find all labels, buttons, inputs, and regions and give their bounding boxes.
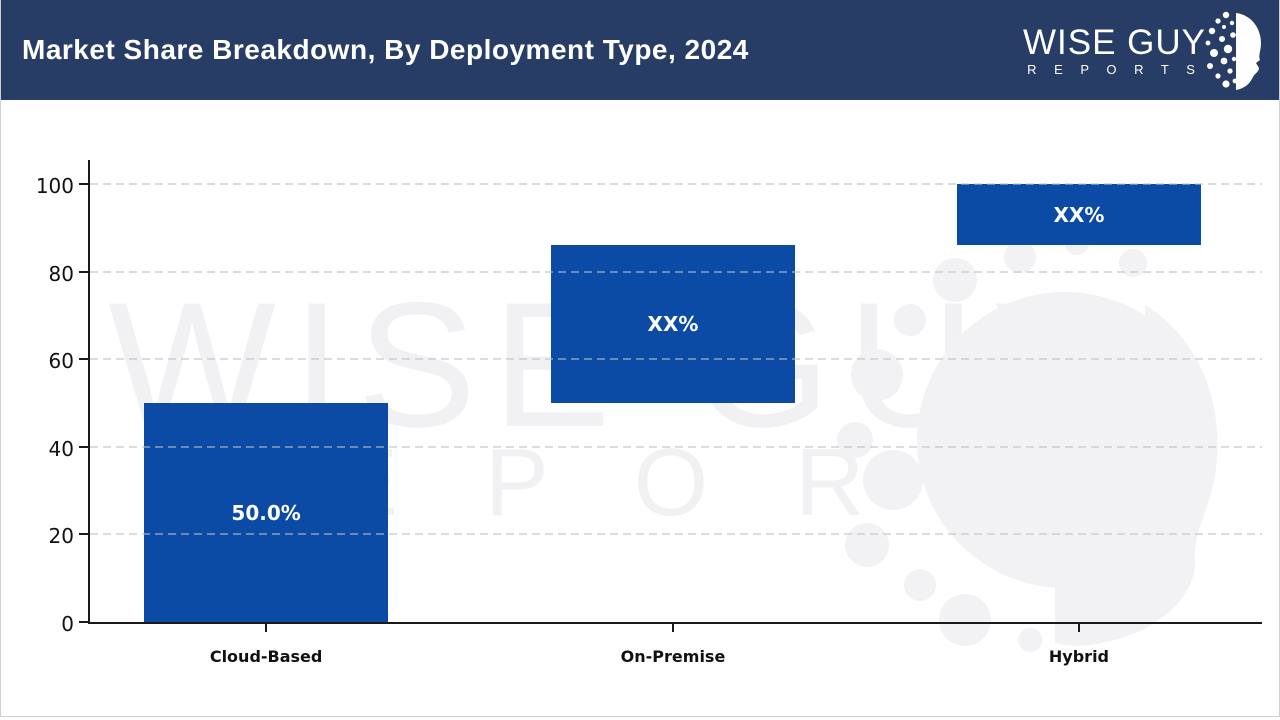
brand-subname: R E P O R T S <box>1027 62 1202 78</box>
logo-head-icon <box>1205 11 1261 90</box>
brand-logo: WISE GUY R E P O R T S <box>1023 8 1264 94</box>
gridline-80 <box>90 270 1262 273</box>
category-label-cloud-based: Cloud-Based <box>209 647 323 666</box>
category-label-hybrid: Hybrid <box>1048 647 1110 666</box>
y-tick-label-80: 80 <box>48 261 74 286</box>
chart-title: Market Share Breakdown, By Deployment Ty… <box>22 34 749 65</box>
y-tick-mark-0 <box>79 621 88 623</box>
watermark-head-icon <box>837 231 1218 652</box>
bar-value-label: XX% <box>1053 202 1105 227</box>
x-tick-mark-1 <box>265 624 268 632</box>
bar-on-premise: XX% <box>551 245 795 403</box>
bar-value-label: XX% <box>647 312 699 337</box>
y-tick-mark-40 <box>79 445 88 448</box>
y-tick-label-60: 60 <box>48 349 74 374</box>
brand-name: WISE GUY <box>1022 22 1206 62</box>
gridline-100 <box>90 183 1262 185</box>
y-axis-labels: 0 20 40 60 80 100 <box>0 160 74 635</box>
bar-hybrid: XX% <box>956 184 1201 246</box>
y-tick-mark-60 <box>79 358 88 361</box>
bar-value-label: 50.0% <box>231 500 301 525</box>
header-bar: Market Share Breakdown, By Deployment Ty… <box>0 0 1280 100</box>
x-tick-mark-3 <box>1077 624 1080 632</box>
y-tick-label-100: 100 <box>35 174 74 198</box>
category-label-on-premise: On-Premise <box>620 647 726 666</box>
bar-cloud-based: 50.0% <box>144 403 389 622</box>
y-tick-label-0: 0 <box>61 612 74 636</box>
x-tick-mark-2 <box>672 624 674 632</box>
plot-area: 50.0% Cloud-Based XX% On-Premise XX% Hybrid <box>79 160 1262 666</box>
gridline-60 <box>90 358 1262 361</box>
y-tick-mark-80 <box>79 270 88 273</box>
y-tick-mark-100 <box>79 183 88 185</box>
brand-logo-text: WISE GUY R E P O R T S <box>1022 22 1206 78</box>
y-tick-label-40: 40 <box>48 436 74 461</box>
gridline-20 <box>90 533 1262 536</box>
y-tick-label-20: 20 <box>48 524 74 549</box>
y-tick-mark-20 <box>79 533 88 536</box>
gridline-40 <box>90 445 1262 448</box>
